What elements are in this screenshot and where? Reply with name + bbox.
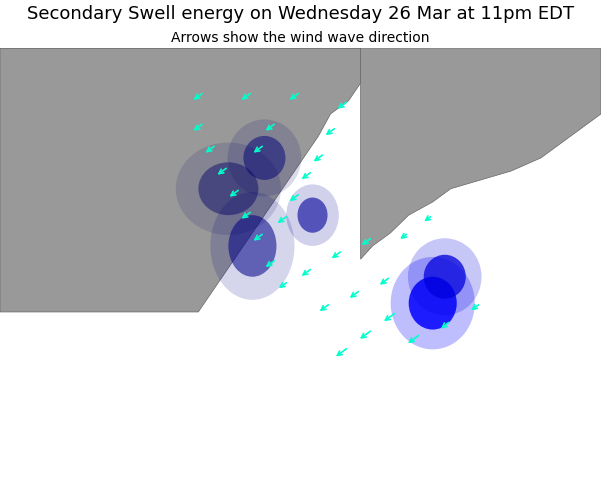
- Ellipse shape: [175, 143, 281, 236]
- Ellipse shape: [409, 277, 457, 330]
- Ellipse shape: [297, 198, 328, 233]
- Polygon shape: [0, 49, 361, 312]
- Polygon shape: [0, 49, 601, 260]
- Ellipse shape: [228, 216, 276, 277]
- Ellipse shape: [391, 258, 475, 350]
- Ellipse shape: [243, 137, 285, 181]
- Ellipse shape: [286, 185, 339, 246]
- Ellipse shape: [424, 255, 466, 299]
- Ellipse shape: [228, 120, 301, 197]
- Text: Arrows show the wind wave direction: Arrows show the wind wave direction: [171, 31, 430, 45]
- Ellipse shape: [408, 239, 481, 316]
- Ellipse shape: [210, 193, 294, 300]
- Text: Secondary Swell energy on Wednesday 26 Mar at 11pm EDT: Secondary Swell energy on Wednesday 26 M…: [27, 5, 574, 22]
- Ellipse shape: [198, 163, 258, 216]
